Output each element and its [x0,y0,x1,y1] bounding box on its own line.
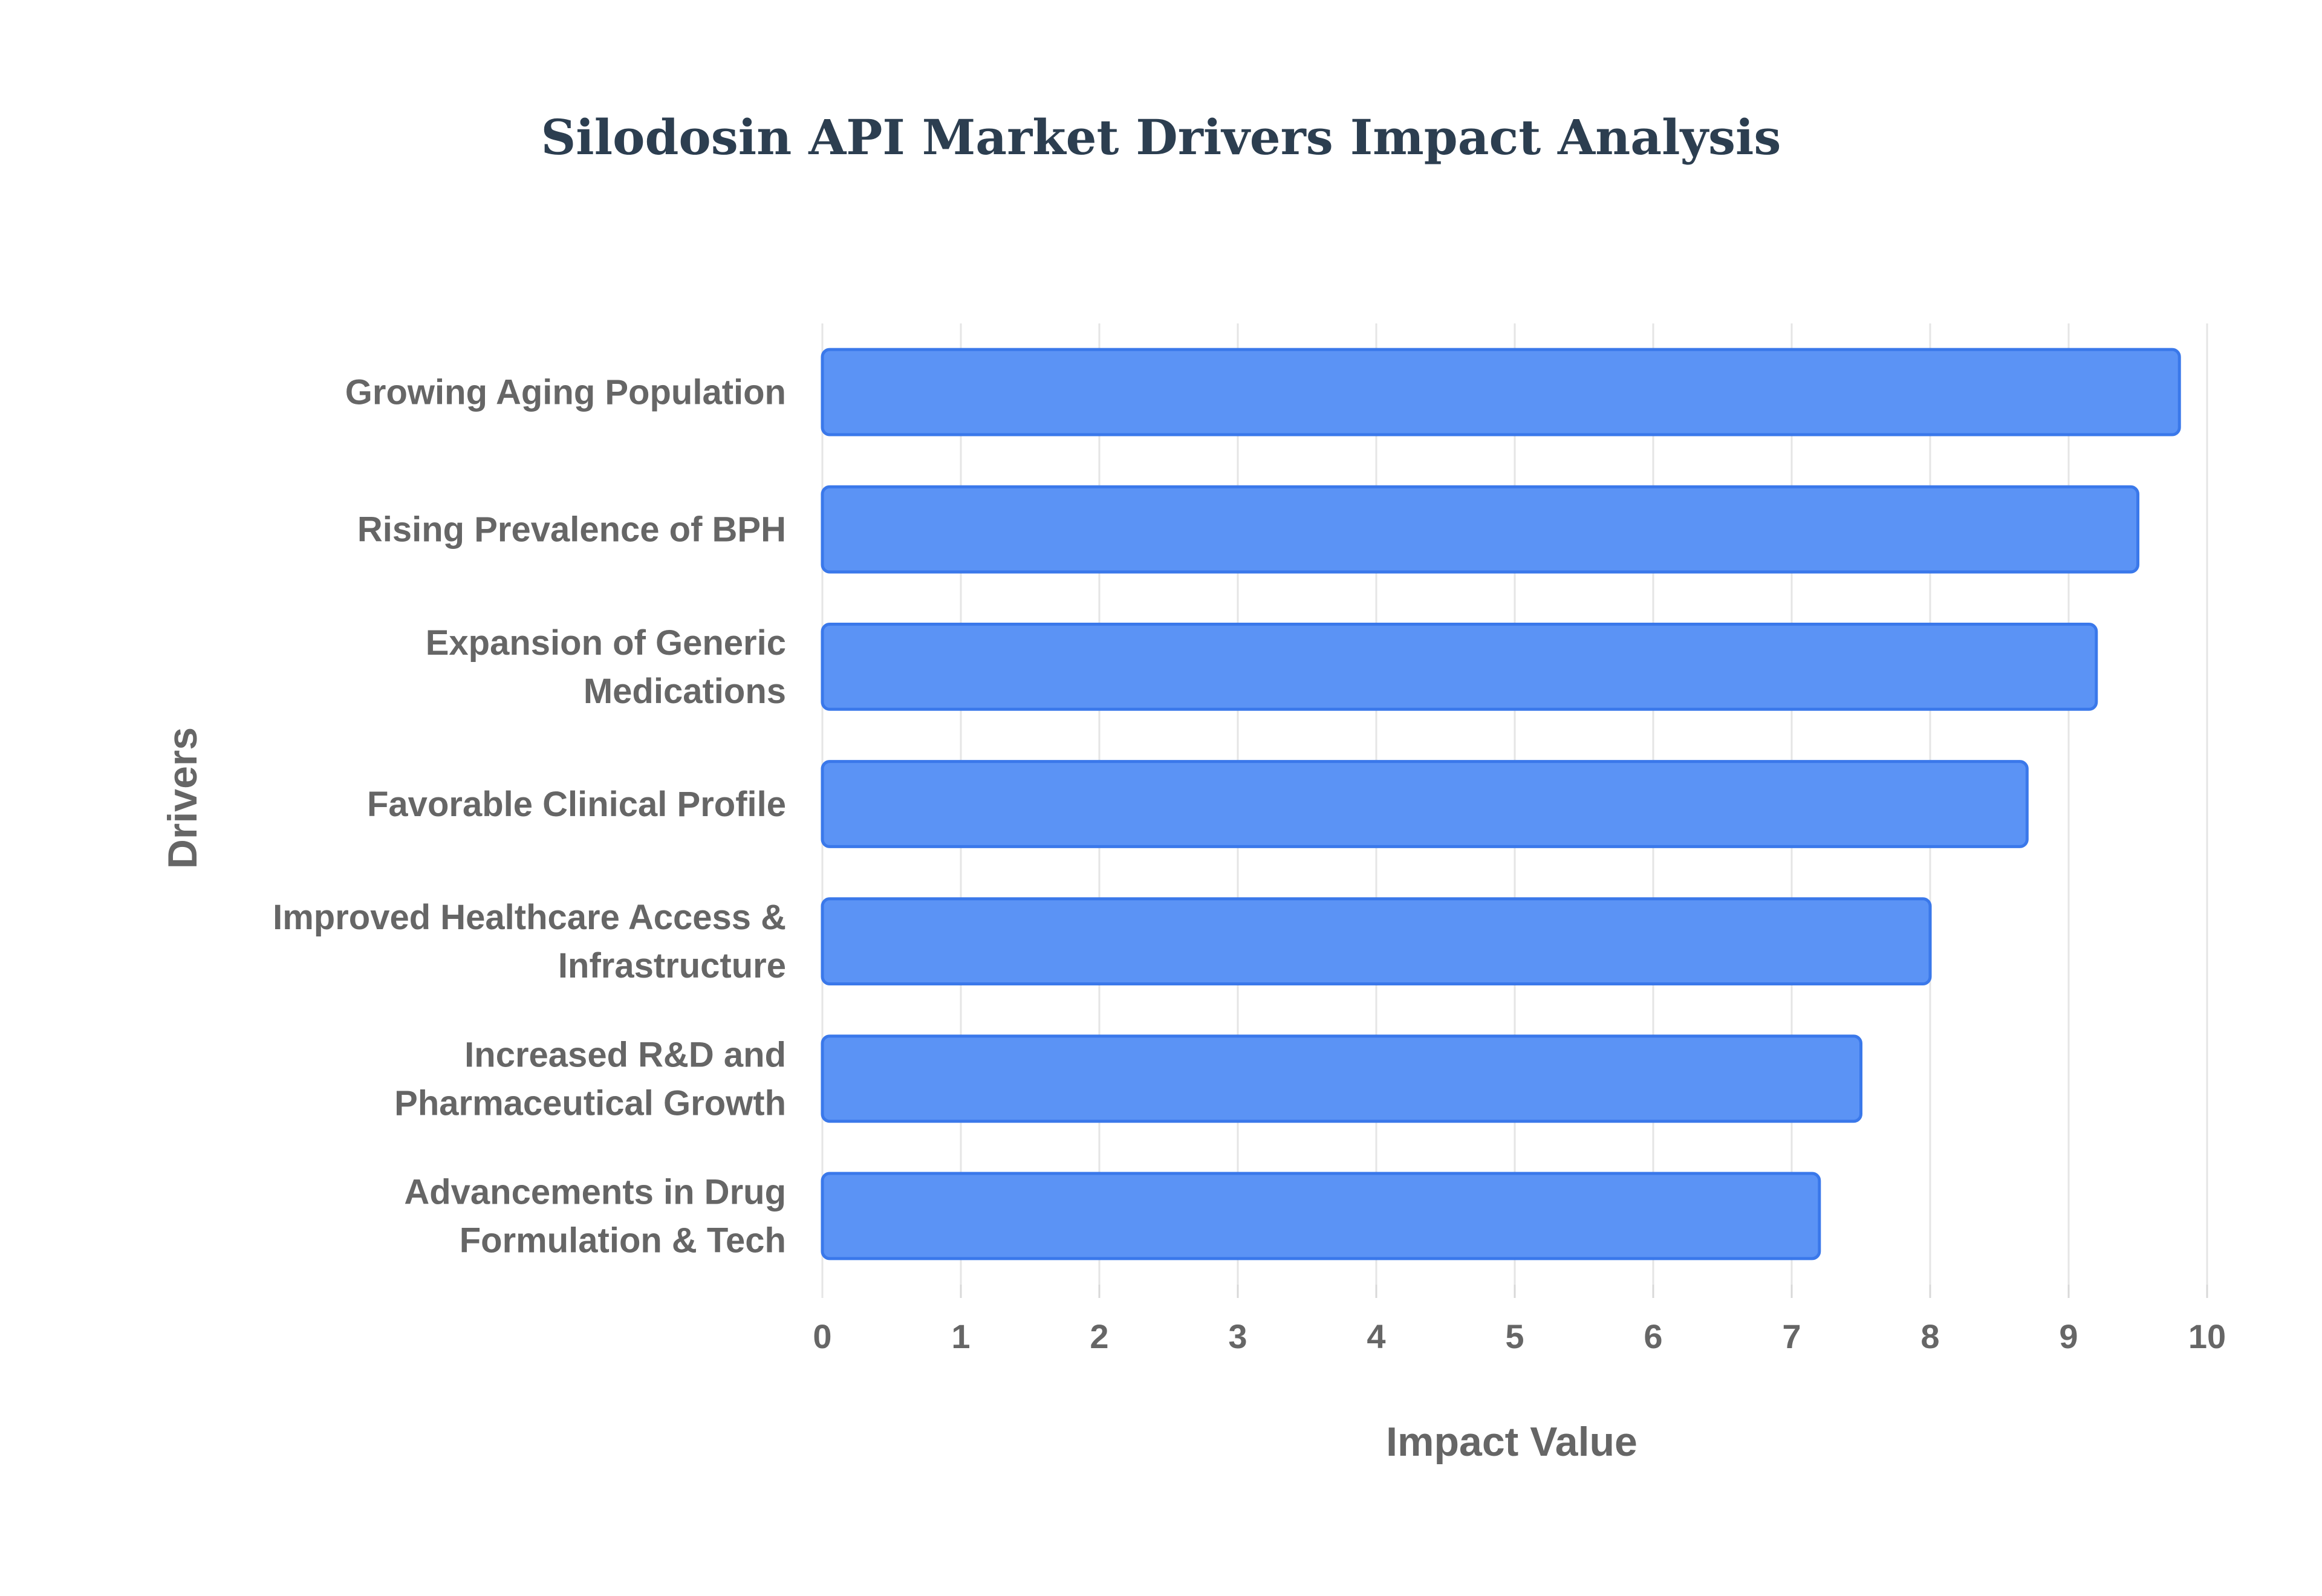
category-label: Rising Prevalence of BPH [357,510,786,550]
y-axis-title: Drivers [160,727,206,869]
x-tick-label: 2 [1090,1317,1108,1355]
x-tick-labels: 0 1 2 3 4 5 6 7 8 9 10 [813,1317,2226,1355]
x-tick-label: 9 [2059,1317,2078,1355]
bars [821,348,2181,1260]
bar [821,485,2139,574]
category-label: Expansion of Generic Medications [426,623,786,711]
bar [821,760,2029,848]
bar [821,897,1932,986]
category-labels: Growing Aging Population Rising Prevalenc… [273,373,786,1260]
x-tick-label: 5 [1505,1317,1524,1355]
category-label: Advancements in Drug Formulation & Tech [404,1172,786,1260]
x-tick-label: 7 [1782,1317,1801,1355]
x-tick-label: 3 [1228,1317,1247,1355]
bar [821,622,2098,711]
x-tick-label: 6 [1644,1317,1662,1355]
category-label: Improved Healthcare Access & Infrastructu… [273,898,786,985]
category-label: Increased R&D and Pharmaceutical Growth [394,1035,786,1123]
x-tick-label: 0 [813,1317,831,1355]
category-label: Growing Aging Population [345,373,786,412]
x-tick-label: 8 [1920,1317,1939,1355]
category-label: Favorable Clinical Profile [367,785,786,824]
x-tick-label: 10 [2188,1317,2226,1355]
chart-title: Silodosin API Market Drivers Impact Anal… [541,109,1781,166]
bar [821,1172,1821,1260]
bar [821,348,2181,436]
x-tick-label: 1 [951,1317,970,1355]
x-tick-label: 4 [1367,1317,1385,1355]
bar [821,1034,1862,1123]
x-axis-title: Impact Value [1386,1419,1637,1465]
